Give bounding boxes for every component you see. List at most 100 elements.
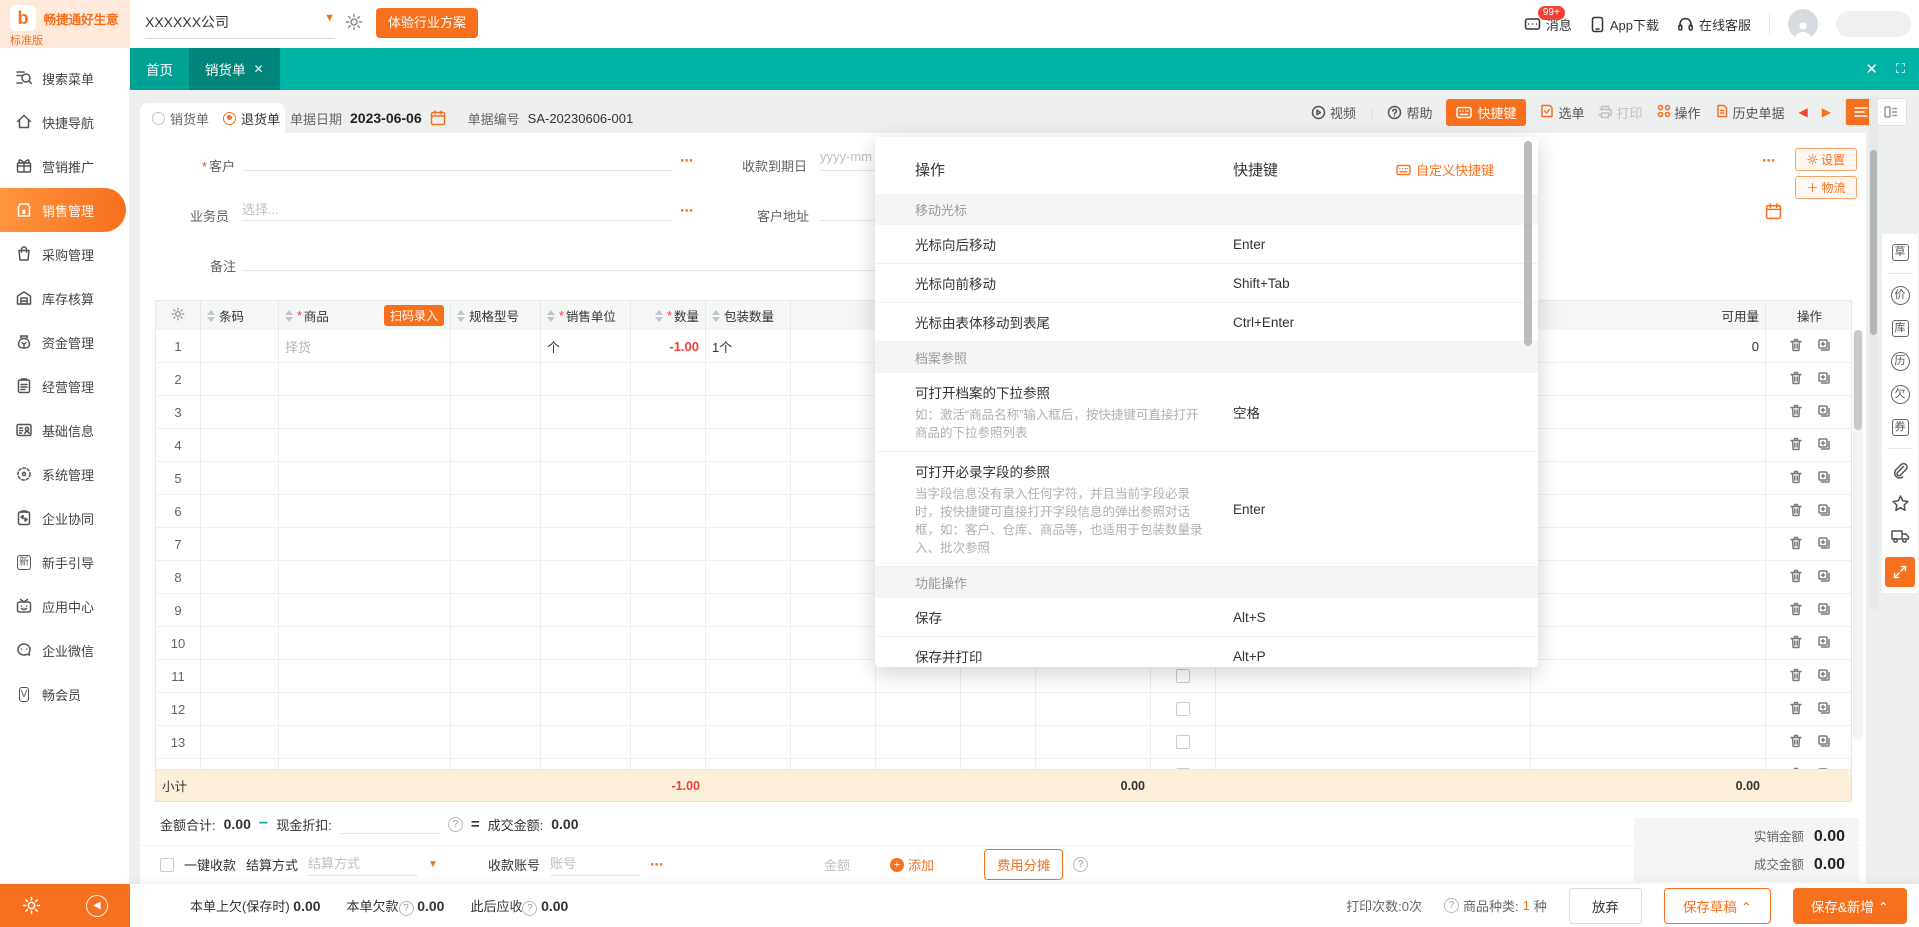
table-cell[interactable] bbox=[451, 627, 541, 659]
doc-date-value[interactable]: 2023-06-06 bbox=[350, 110, 422, 126]
table-cell[interactable] bbox=[791, 528, 876, 560]
copy-row-icon[interactable] bbox=[1817, 668, 1831, 685]
help-circle-icon[interactable]: ? bbox=[1073, 857, 1089, 872]
tab-1[interactable]: 首页 bbox=[130, 48, 189, 90]
table-cell[interactable] bbox=[451, 462, 541, 494]
table-cell[interactable]: 9 bbox=[156, 594, 201, 626]
customize-shortcuts-link[interactable]: 自定义快捷键 bbox=[1396, 160, 1494, 179]
table-cell[interactable] bbox=[631, 660, 706, 692]
table-cell[interactable] bbox=[631, 495, 706, 527]
table-cell[interactable] bbox=[541, 396, 631, 428]
table-cell[interactable] bbox=[791, 363, 876, 395]
stock-icon[interactable]: 库 bbox=[1888, 316, 1912, 340]
table-cell[interactable] bbox=[1216, 726, 1531, 758]
table-cell[interactable] bbox=[791, 627, 876, 659]
table-cell[interactable] bbox=[706, 429, 791, 461]
history-button[interactable]: 历史单据 bbox=[1715, 103, 1785, 122]
table-cell[interactable] bbox=[1036, 660, 1151, 692]
sidebar-item-7[interactable]: 资金管理 bbox=[0, 320, 130, 364]
sidebar-item-2[interactable]: 快捷导航 bbox=[0, 100, 130, 144]
radio-return-order[interactable]: 退货单 bbox=[223, 109, 280, 128]
table-cell[interactable] bbox=[279, 726, 451, 758]
pick-order-button[interactable]: 选单 bbox=[1540, 103, 1584, 122]
table-cell[interactable] bbox=[541, 726, 631, 758]
help-button[interactable]: 帮助 bbox=[1387, 103, 1432, 122]
table-cell[interactable] bbox=[631, 693, 706, 725]
table-cell[interactable]: 择货 bbox=[279, 330, 451, 362]
sidebar-item-4[interactable]: 销售管理 bbox=[0, 188, 126, 232]
table-cell[interactable] bbox=[451, 693, 541, 725]
table-cell[interactable] bbox=[201, 495, 279, 527]
trial-industry-button[interactable]: 体验行业方案 bbox=[376, 8, 479, 38]
table-cell[interactable] bbox=[541, 759, 631, 769]
table-cell[interactable] bbox=[1766, 561, 1851, 593]
table-cell[interactable] bbox=[541, 429, 631, 461]
copy-row-icon[interactable] bbox=[1817, 602, 1831, 619]
fee-split-button[interactable]: 费用分摊 bbox=[983, 849, 1064, 880]
delivery-icon[interactable] bbox=[1888, 524, 1912, 548]
table-cell[interactable] bbox=[279, 627, 451, 659]
table-cell[interactable] bbox=[706, 528, 791, 560]
user-name-redacted[interactable] bbox=[1836, 11, 1911, 37]
sidebar-item-12[interactable]: 新新手引导 bbox=[0, 540, 130, 584]
sidebar-item-14[interactable]: 企业微信 bbox=[0, 628, 130, 672]
gift-checkbox[interactable] bbox=[1176, 735, 1190, 749]
account-input[interactable]: 账号 bbox=[549, 853, 640, 876]
table-cell[interactable]: 6 bbox=[156, 495, 201, 527]
chevron-down-icon[interactable]: ▼ bbox=[428, 859, 438, 870]
avatar[interactable] bbox=[1788, 9, 1818, 39]
table-cell[interactable] bbox=[1216, 693, 1531, 725]
customer-more-button[interactable]: ⋯ bbox=[680, 153, 694, 168]
table-cell[interactable] bbox=[1036, 693, 1151, 725]
save-and-new-button[interactable]: 保存&新增 ⌃ bbox=[1792, 887, 1907, 924]
table-cell[interactable] bbox=[201, 726, 279, 758]
table-cell[interactable] bbox=[631, 363, 706, 395]
table-cell[interactable] bbox=[279, 495, 451, 527]
sidebar-item-9[interactable]: 基础信息 bbox=[0, 408, 130, 452]
onekey-checkbox[interactable] bbox=[160, 857, 174, 872]
delete-row-icon[interactable] bbox=[1789, 569, 1803, 586]
table-cell[interactable] bbox=[1036, 759, 1151, 769]
table-cell[interactable] bbox=[791, 429, 876, 461]
app-download-link[interactable]: App下载 bbox=[1590, 15, 1659, 34]
gear-icon[interactable] bbox=[345, 13, 363, 34]
radio-sales-order[interactable]: 销货单 bbox=[152, 109, 209, 128]
table-cell[interactable] bbox=[541, 495, 631, 527]
table-cell[interactable] bbox=[631, 561, 706, 593]
delete-row-icon[interactable] bbox=[1789, 338, 1803, 355]
sort-icon[interactable] bbox=[285, 309, 293, 322]
delete-row-icon[interactable] bbox=[1789, 767, 1803, 769]
save-draft-button[interactable]: 保存草稿 ⌃ bbox=[1663, 887, 1771, 924]
table-cell[interactable] bbox=[201, 330, 279, 362]
table-cell[interactable] bbox=[631, 429, 706, 461]
sidebar-item-3[interactable]: 营销推广 bbox=[0, 144, 130, 188]
table-cell[interactable] bbox=[1766, 594, 1851, 626]
sort-icon[interactable] bbox=[655, 309, 664, 322]
table-cell[interactable] bbox=[706, 627, 791, 659]
table-row[interactable]: 13 bbox=[156, 726, 1851, 759]
table-cell[interactable] bbox=[1766, 495, 1851, 527]
table-scrollbar[interactable] bbox=[1853, 330, 1863, 740]
sidebar-item-10[interactable]: 系统管理 bbox=[0, 452, 130, 496]
table-cell[interactable] bbox=[706, 759, 791, 769]
table-cell[interactable] bbox=[1151, 759, 1216, 769]
table-cell[interactable] bbox=[961, 759, 1036, 769]
table-cell[interactable] bbox=[791, 693, 876, 725]
company-select[interactable]: XXXXXX公司 ▼ bbox=[145, 12, 335, 39]
table-cell[interactable]: 14 bbox=[156, 759, 201, 769]
help-circle-icon[interactable]: ? bbox=[1443, 898, 1459, 913]
table-cell[interactable] bbox=[451, 396, 541, 428]
gear-icon[interactable] bbox=[22, 896, 41, 915]
collapse-sidebar-icon[interactable]: ◀ bbox=[85, 894, 108, 917]
table-cell[interactable] bbox=[201, 759, 279, 769]
copy-row-icon[interactable] bbox=[1817, 338, 1831, 355]
salesman-input[interactable]: 选择... bbox=[242, 199, 672, 221]
table-cell[interactable] bbox=[451, 363, 541, 395]
delete-row-icon[interactable] bbox=[1789, 536, 1803, 553]
table-cell[interactable] bbox=[201, 363, 279, 395]
table-cell[interactable] bbox=[791, 495, 876, 527]
table-cell[interactable] bbox=[451, 759, 541, 769]
add-payment-button[interactable]: + 添加 bbox=[889, 855, 934, 874]
table-cell[interactable] bbox=[279, 396, 451, 428]
table-cell[interactable] bbox=[1531, 462, 1766, 494]
